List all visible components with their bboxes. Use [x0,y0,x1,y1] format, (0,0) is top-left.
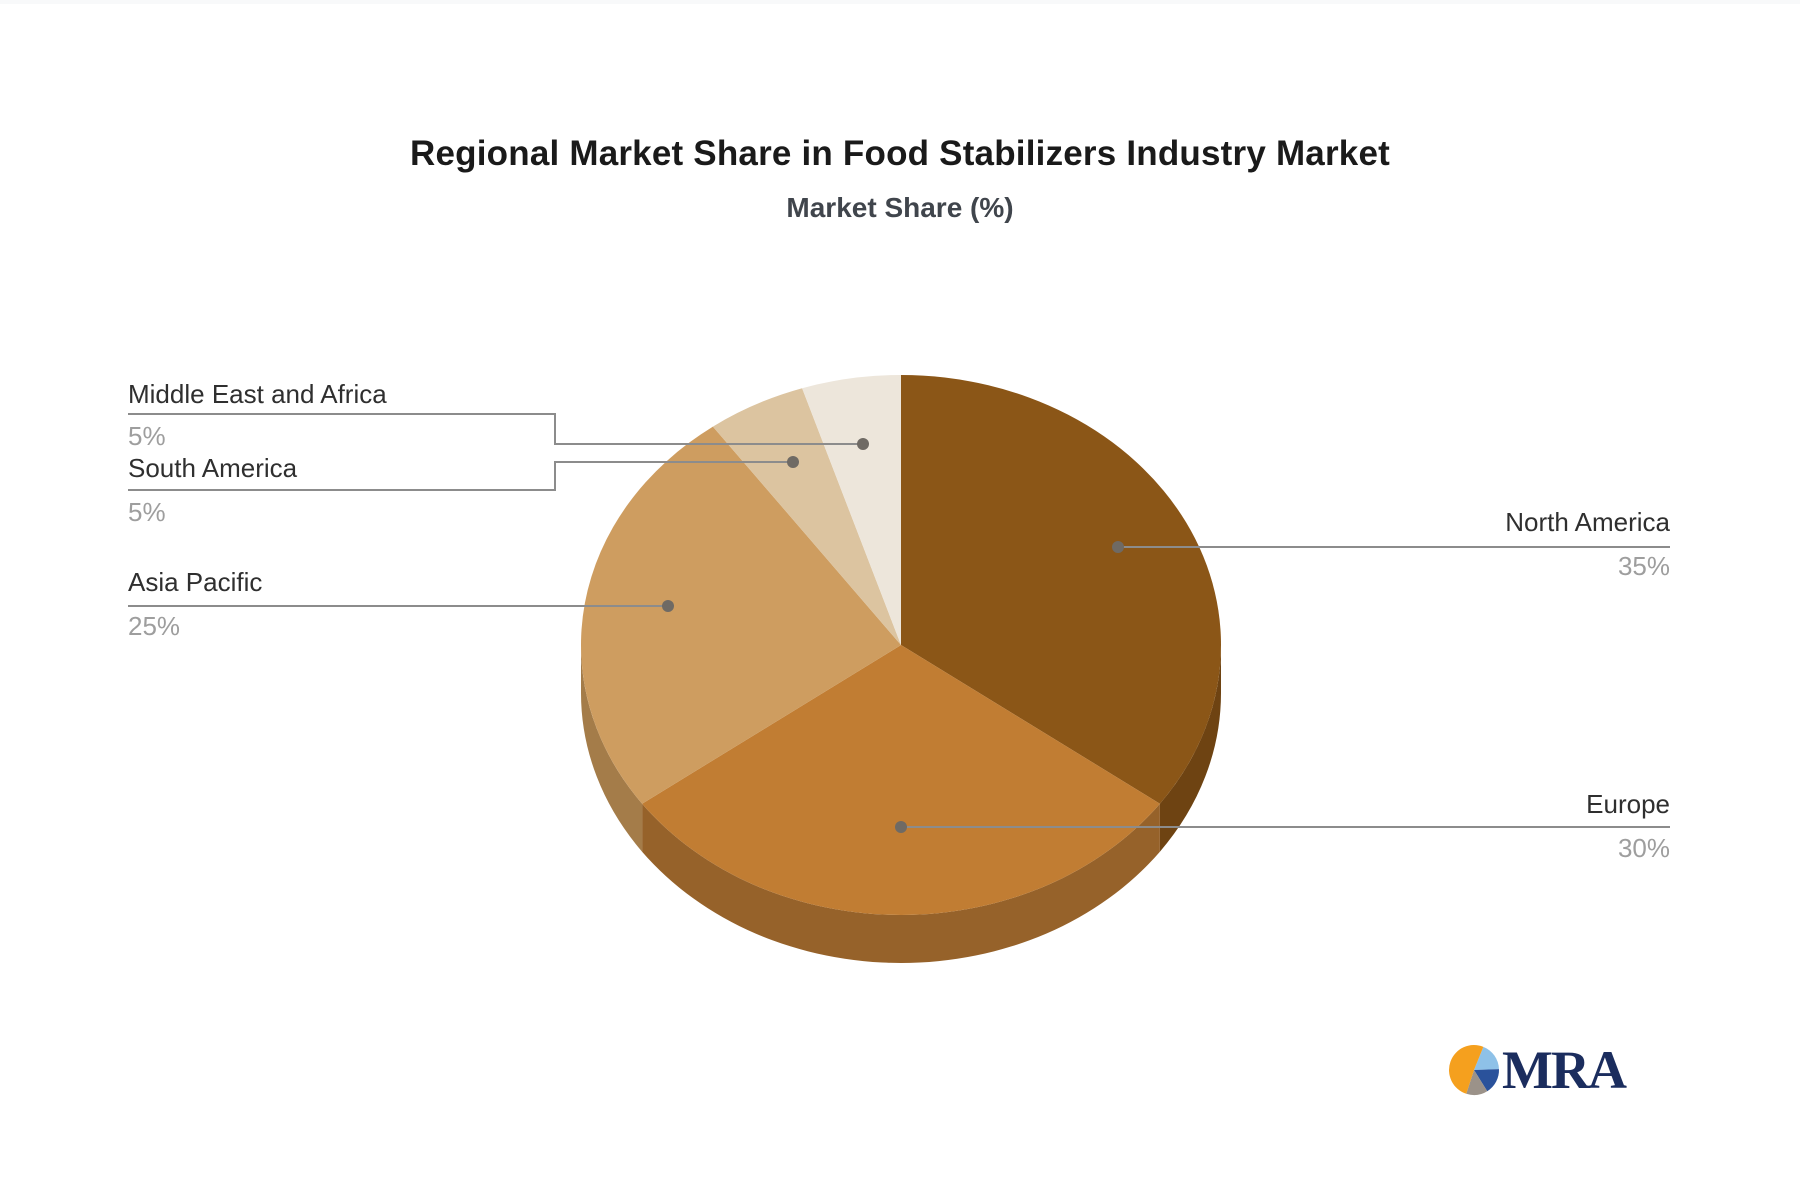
leader-dot-europe [895,821,907,833]
label-percent: 30% [1617,833,1670,863]
mra-logo-pie-icon [1449,1045,1499,1095]
pct-south-america: 5% [128,496,166,528]
pie-slice-side-europe [642,803,1160,963]
pct-europe: 30% [1618,832,1670,864]
leader-dot-south-america [787,456,799,468]
pct-middle-east-and-africa: 5% [128,420,166,452]
label-percent: 5% [128,497,166,527]
mra-logo: MRA [1449,1040,1629,1100]
leader-dot-north-america [1112,541,1124,553]
leader-dot-asia-pacific [662,600,674,612]
page-top-strip [0,0,1800,4]
label-name: North America [1505,507,1670,537]
label-europe: Europe [1586,788,1670,820]
chart-title: Regional Market Share in Food Stabilizer… [410,134,1390,173]
pie-3d [580,375,1221,963]
logo-pie-wedge-dark-blue [1474,1069,1499,1092]
leader-line-south-america [128,461,793,491]
label-name: South America [128,453,298,483]
mra-logo-text: MRA [1502,1040,1627,1100]
pct-asia-pacific: 25% [128,610,180,642]
pie-slice-middle-east-and-africa[interactable] [802,375,901,645]
pie-slice-north-america[interactable] [901,375,1221,804]
label-south-america: South America [128,452,297,484]
pie-slice-asia-pacific[interactable] [580,426,901,804]
label-middle-east-and-africa: Middle East and Africa [128,378,387,410]
label-asia-pacific: Asia Pacific [128,566,262,598]
leader-dot-middle-east-and-africa [857,438,869,450]
label-name: Asia Pacific [128,567,263,597]
pie-slice-south-america[interactable] [712,388,901,645]
logo-pie-wedge-light-blue [1474,1046,1499,1070]
label-name: Middle East and Africa [128,379,387,409]
pie-slice-side-north-america [1159,645,1221,852]
logo-pie-wedge-gray [1466,1070,1488,1095]
chart-subtitle: Market Share (%) [786,192,1014,223]
pie-slice-europe[interactable] [642,645,1160,916]
pct-north-america: 35% [1618,550,1670,582]
pie-slice-side-asia-pacific [581,645,643,852]
logo-pie-wedge-orange [1449,1045,1484,1094]
label-percent: 25% [128,611,181,641]
leader-lines [128,413,1670,833]
label-percent: 35% [1617,551,1670,581]
label-north-america: North America [1505,506,1670,538]
leader-line-middle-east-and-africa [128,413,863,445]
label-percent: 5% [128,421,166,451]
label-name: Europe [1586,789,1670,819]
